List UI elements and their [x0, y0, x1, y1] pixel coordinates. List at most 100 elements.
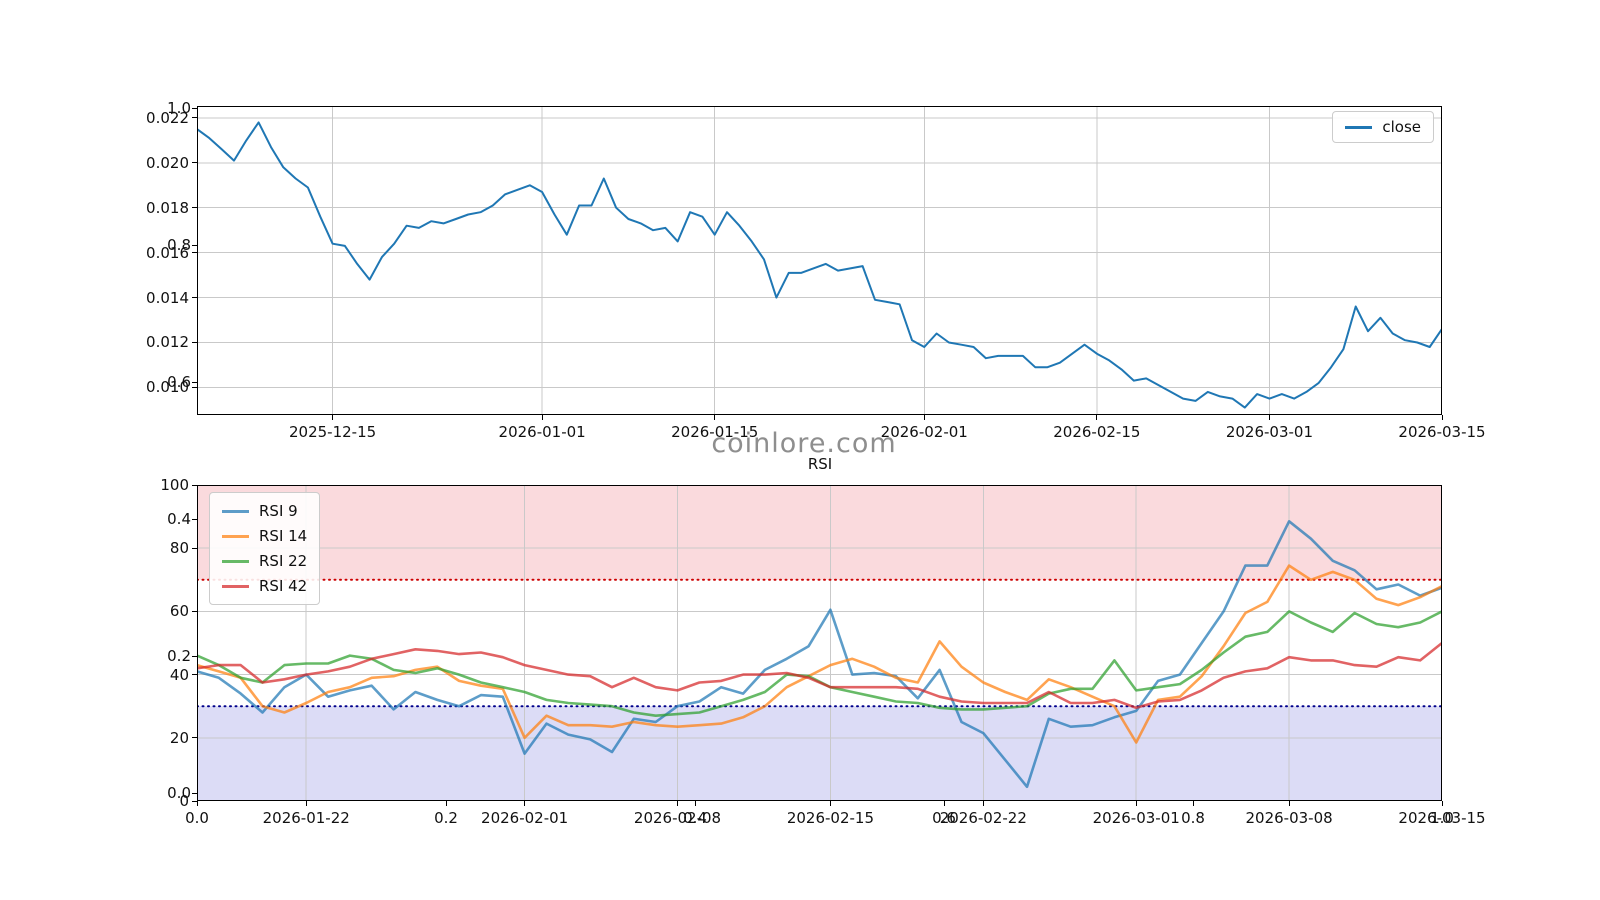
- y2-tick-label: 0.4: [167, 510, 191, 528]
- x-tick-label: 2026-02-08: [633, 809, 722, 827]
- y-tick-mark: [192, 207, 197, 209]
- y2-tick-mark: [192, 518, 197, 520]
- y-tick-mark: [192, 547, 197, 549]
- y2-tick-mark: [192, 792, 197, 794]
- y-tick-mark: [192, 674, 197, 676]
- y2-tick-label: 0.8: [167, 236, 191, 254]
- watermark: coinlore.com: [711, 428, 897, 459]
- y-tick-mark: [192, 484, 197, 486]
- y-tick-mark: [192, 800, 197, 802]
- y2-tick-mark: [192, 655, 197, 657]
- x2-tick-label: 1.0: [1430, 809, 1454, 827]
- y-tick-label: 40: [169, 665, 189, 684]
- x2-tick-mark: [1441, 801, 1443, 806]
- y-tick-label: 0.022: [146, 108, 189, 127]
- close-line-sample: [1345, 125, 1373, 129]
- y-tick-label: 0.012: [146, 333, 189, 352]
- rsi-42-line: [197, 641, 1442, 710]
- y-tick-mark: [192, 117, 197, 119]
- x-tick-mark: [714, 415, 716, 420]
- legend-entry: RSI 14: [222, 527, 307, 545]
- x-tick-mark: [982, 801, 984, 806]
- y-tick-mark: [192, 386, 197, 388]
- x-tick-label: 2026-02-15: [786, 809, 874, 827]
- x-tick-mark: [1135, 801, 1137, 806]
- overbought-band: [197, 485, 1442, 580]
- rsi-14-line: [197, 564, 1442, 744]
- y-tick-mark: [192, 610, 197, 612]
- y-tick-label: 60: [169, 602, 189, 621]
- x-tick-mark: [524, 801, 526, 806]
- x2-tick-label: 0.2: [434, 809, 458, 827]
- x2-tick-mark: [694, 801, 696, 806]
- x2-tick-mark: [943, 801, 945, 806]
- oversold-band: [197, 706, 1442, 801]
- x-tick-label: 2026-03-01: [1092, 809, 1180, 827]
- legend-entry: RSI 22: [222, 552, 307, 570]
- x-tick-mark: [1288, 801, 1290, 806]
- plot-border: [197, 106, 1442, 415]
- y-tick-label: 0.014: [146, 288, 189, 307]
- y-tick-label: 0.018: [146, 198, 189, 217]
- y-tick-label: 0.010: [146, 378, 189, 397]
- rsi-plot-area: [197, 485, 1442, 801]
- y-tick-label: 0.020: [146, 153, 189, 172]
- x2-tick-mark: [196, 801, 198, 806]
- y-tick-mark: [192, 297, 197, 299]
- y-tick-label: 0.016: [146, 243, 189, 262]
- y-tick-label: 20: [169, 728, 189, 747]
- y-tick-mark: [192, 341, 197, 343]
- legend-line-sample: [222, 584, 249, 588]
- legend-label: RSI 14: [259, 527, 308, 545]
- y-tick-label: 80: [169, 539, 189, 558]
- x-tick-mark: [332, 415, 334, 420]
- price-legend: close: [1332, 111, 1434, 143]
- y2-tick-label: 0.6: [167, 373, 191, 391]
- y2-tick-label: 0.0: [167, 784, 191, 802]
- y-tick-label: 100: [160, 476, 189, 494]
- x-tick-label: 2026-03-15: [1398, 809, 1486, 827]
- legend-line-sample: [222, 509, 249, 513]
- legend-label: RSI 9: [259, 502, 298, 520]
- legend-line-sample: [222, 559, 249, 563]
- x-tick-mark: [829, 801, 831, 806]
- y-tick-mark: [192, 252, 197, 254]
- price-plot-area: [197, 106, 1442, 415]
- x-tick-label: 2026-02-15: [1053, 423, 1141, 441]
- legend-line-sample: [222, 534, 249, 538]
- y2-tick-mark: [192, 244, 197, 246]
- legend-label: RSI 42: [259, 577, 308, 595]
- y2-tick-label: 0.2: [167, 647, 191, 665]
- y2-tick-mark: [192, 107, 197, 109]
- x-tick-label: 2026-03-15: [1398, 423, 1486, 441]
- x-tick-label: 2026-01-01: [498, 423, 586, 441]
- x-tick-label: 2026-03-08: [1245, 809, 1333, 827]
- x2-tick-mark: [445, 801, 447, 806]
- y-tick-label: 0: [179, 792, 189, 810]
- x-tick-mark: [541, 415, 543, 420]
- x-tick-label: 2026-02-22: [939, 809, 1027, 827]
- x-tick-label: 2025-12-15: [289, 423, 377, 441]
- x-tick-label: 2026-01-15: [671, 423, 759, 441]
- x-tick-mark: [1096, 415, 1098, 420]
- y-tick-mark: [192, 162, 197, 164]
- legend-label: RSI 22: [259, 552, 308, 570]
- x2-tick-label: 0.4: [683, 809, 707, 827]
- rsi-9-line: [197, 519, 1442, 789]
- plot-border: [197, 485, 1442, 801]
- x2-tick-label: 0.8: [1181, 809, 1205, 827]
- x-tick-label: 2026-02-01: [481, 809, 569, 827]
- x-tick-mark: [677, 801, 679, 806]
- x-tick-label: 2026-03-01: [1225, 423, 1314, 441]
- x-tick-mark: [305, 801, 307, 806]
- legend-entry: RSI 9: [222, 502, 307, 520]
- x-tick-label: 2026-02-01: [880, 423, 968, 441]
- x-tick-mark: [1268, 415, 1270, 420]
- y2-tick-label: 1.0: [167, 99, 191, 117]
- x2-tick-label: 0.0: [185, 809, 209, 827]
- y2-tick-mark: [192, 381, 197, 383]
- price-legend-label: close: [1382, 118, 1421, 136]
- legend-entry: RSI 42: [222, 577, 307, 595]
- x2-tick-mark: [1192, 801, 1194, 806]
